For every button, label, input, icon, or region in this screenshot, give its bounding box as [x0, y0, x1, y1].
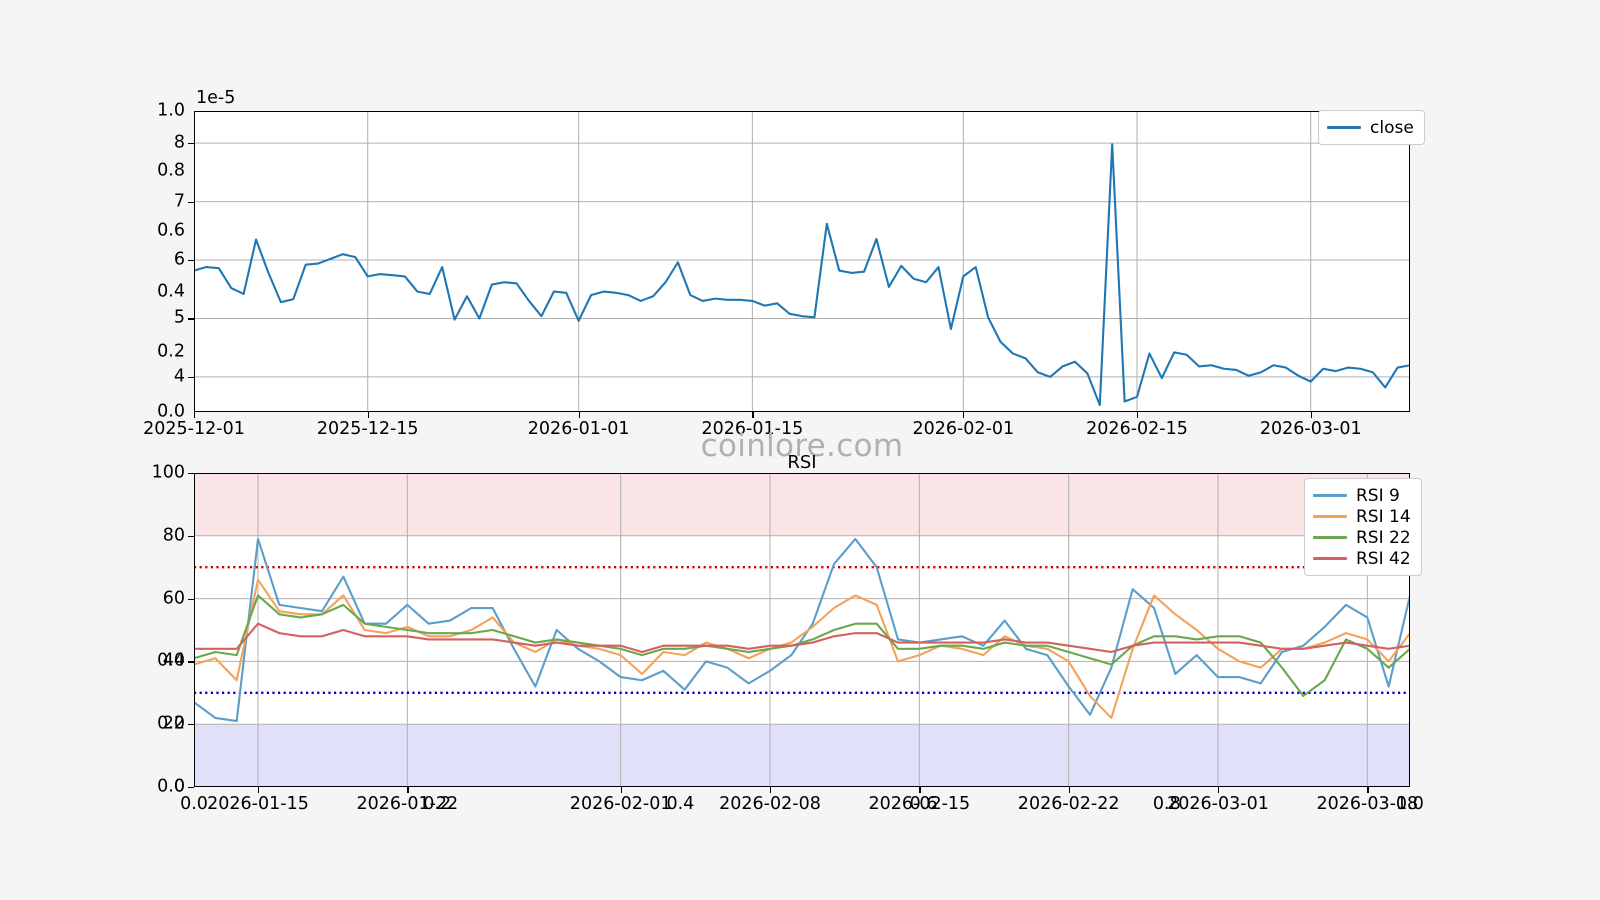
price-overlay-ytick-label: 1.0	[157, 100, 185, 121]
rsi-ytick-label: 80	[162, 525, 185, 546]
rsi-ytick-label: 40	[162, 650, 185, 671]
rsi-xtick-label: 2026-02-22	[1017, 794, 1120, 814]
legend-line-swatch	[1327, 125, 1361, 130]
legend-label: RSI 14	[1356, 506, 1411, 527]
rsi-overlay-ytick-label: 0.2	[157, 713, 185, 734]
rsi-ytick-mark	[188, 787, 194, 789]
price-xtick-mark	[194, 412, 196, 418]
rsi-ytick-label: 0	[173, 776, 185, 797]
price-ytick-label: 8	[173, 132, 185, 153]
rsi-overlay-xtick-label: 0.8	[1152, 794, 1181, 814]
price-ytick-mark	[188, 260, 194, 262]
price-ytick-mark	[188, 201, 194, 203]
rsi-xtick-label: 2026-02-08	[719, 794, 821, 814]
rsi-ytick-label: 100	[151, 462, 185, 483]
price-xtick-label: 2026-02-15	[1086, 419, 1188, 439]
price-xtick-label: 2026-01-01	[527, 419, 630, 439]
legend-line-swatch	[1313, 556, 1347, 561]
rsi-ytick-mark	[188, 724, 194, 726]
rsi-ytick-mark	[188, 473, 194, 475]
rsi-chart-axes[interactable]	[194, 473, 1410, 787]
price-ytick-label: 4	[173, 366, 185, 387]
price-ytick-label: 5	[173, 307, 185, 328]
price-xtick-mark	[963, 412, 965, 418]
rsi-line-plot	[194, 473, 1410, 787]
legend-item-rsi-22[interactable]: RSI 22	[1313, 527, 1411, 548]
price-xtick-label: 2026-02-01	[912, 419, 1015, 439]
legend-item-close[interactable]: close	[1327, 117, 1414, 138]
price-xtick-label: 2026-01-15	[701, 419, 804, 439]
price-legend[interactable]: close	[1318, 110, 1425, 145]
rsi-overlay-xtick-label: 0.2	[423, 794, 452, 814]
price-xtick-label: 2025-12-01	[143, 419, 245, 439]
legend-label: RSI 9	[1356, 485, 1400, 506]
rsi-xtick-mark	[1218, 787, 1220, 793]
rsi-overlay-ytick-label: 0.0	[157, 776, 185, 797]
rsi-xtick-label: 2026-03-01	[1167, 794, 1269, 814]
rsi-ytick-mark	[188, 598, 194, 600]
price-xtick-mark	[578, 412, 580, 418]
rsi-legend[interactable]: RSI 9 RSI 14 RSI 22 RSI 42	[1304, 478, 1422, 576]
rsi-xtick-mark	[1367, 787, 1369, 793]
legend-label: RSI 22	[1356, 527, 1411, 548]
rsi-xtick-label: 2026-02-15	[868, 794, 971, 814]
price-xtick-label: 2025-12-15	[316, 419, 419, 439]
legend-line-swatch	[1313, 514, 1347, 519]
rsi-xtick-mark	[620, 787, 622, 793]
price-line-plot	[194, 111, 1410, 412]
price-ytick-label: 7	[173, 190, 185, 211]
price-xtick-mark	[752, 412, 754, 418]
rsi-overlay-xtick-label: 0.0	[180, 794, 208, 814]
rsi-xtick-label: 2026-01-15	[207, 794, 309, 814]
price-y-offset-text: 1e-5	[196, 88, 236, 108]
rsi-chart-title: RSI	[787, 452, 817, 473]
rsi-xtick-mark	[1068, 787, 1070, 793]
rsi-xtick-mark	[407, 787, 409, 793]
price-xtick-mark	[1137, 412, 1139, 418]
rsi-overlay-xtick-label: 1.0	[1396, 794, 1424, 814]
price-overlay-ytick-label: 0.6	[157, 220, 185, 241]
price-overlay-ytick-label: 0.2	[157, 341, 185, 362]
rsi-xtick-mark	[919, 787, 921, 793]
price-ytick-label: 6	[173, 249, 185, 270]
rsi-xtick-mark	[770, 787, 772, 793]
rsi-ytick-label: 60	[162, 587, 185, 608]
legend-label: RSI 42	[1356, 548, 1411, 569]
legend-line-swatch	[1313, 535, 1347, 540]
price-ytick-mark	[188, 318, 194, 320]
rsi-ytick-mark	[188, 661, 194, 663]
price-ytick-mark	[188, 143, 194, 145]
legend-item-rsi-42[interactable]: RSI 42	[1313, 548, 1411, 569]
rsi-ytick-mark	[188, 535, 194, 537]
price-xtick-mark	[1310, 412, 1312, 418]
rsi-xtick-mark	[258, 787, 260, 793]
rsi-ytick-label: 20	[162, 713, 185, 734]
price-xtick-mark	[367, 412, 369, 418]
price-overlay-ytick-label: 0.8	[157, 160, 185, 181]
price-overlay-ytick-label: 0.4	[157, 280, 185, 301]
price-overlay-ytick-label: 0.0	[157, 401, 185, 422]
watermark-coinlore: coinlore.com	[700, 428, 904, 464]
legend-item-rsi-14[interactable]: RSI 14	[1313, 506, 1411, 527]
rsi-overlay-xtick-label: 0.4	[666, 794, 695, 814]
rsi-overlay-ytick-label: 0.4	[157, 650, 185, 671]
rsi-xtick-label: 2026-02-01	[569, 794, 672, 814]
legend-label: close	[1370, 117, 1414, 138]
rsi-xtick-label: 2026-03-08	[1316, 794, 1419, 814]
rsi-overlay-xtick-label: 0.6	[909, 794, 938, 814]
price-chart-axes[interactable]	[194, 111, 1410, 412]
legend-item-rsi-9[interactable]: RSI 9	[1313, 485, 1411, 506]
legend-line-swatch	[1313, 493, 1347, 498]
price-ytick-mark	[188, 376, 194, 379]
rsi-xtick-label: 2026-01-22	[356, 794, 459, 814]
price-xtick-label: 2026-03-01	[1259, 419, 1362, 439]
